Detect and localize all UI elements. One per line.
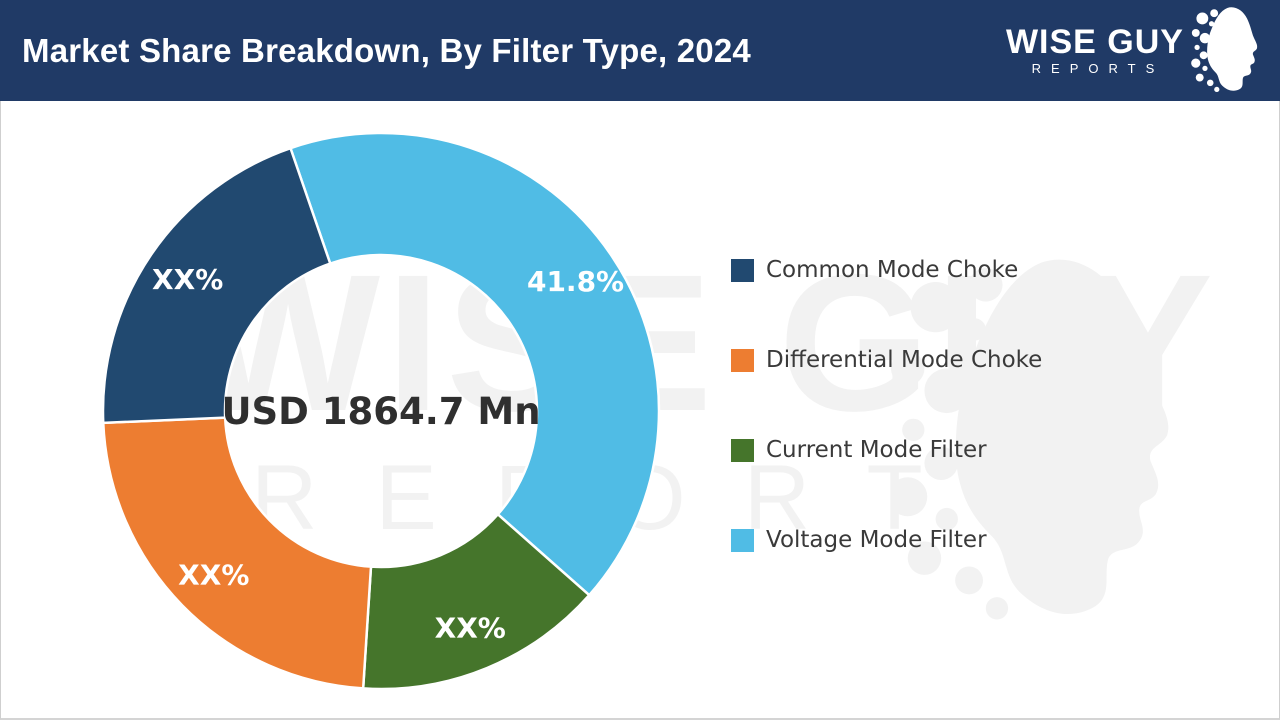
legend-item-common-mode-choke[interactable]: Common Mode Choke [731, 258, 1042, 283]
legend-item-current-mode-filter[interactable]: Current Mode Filter [731, 438, 1042, 463]
segment-value-label: XX% [178, 559, 249, 592]
donut-segment-common-mode-choke[interactable] [101, 146, 332, 425]
legend-swatch-icon [731, 349, 754, 372]
center-value-label: USD 1864.7 Mn [221, 390, 540, 433]
page-title: Market Share Breakdown, By Filter Type, … [22, 31, 751, 69]
header-bar: Market Share Breakdown, By Filter Type, … [0, 0, 1280, 101]
brand-logo: WISE GUY REPORTS [1006, 4, 1266, 96]
brand-name: WISE GUY [1005, 23, 1184, 61]
brand-face-icon [1191, 7, 1258, 93]
legend-item-voltage-mode-filter[interactable]: Voltage Mode Filter [731, 528, 1042, 553]
legend-swatch-icon [731, 439, 754, 462]
legend-label: Differential Mode Choke [766, 347, 1043, 373]
legend-label: Common Mode Choke [766, 257, 1019, 283]
donut-segment-differential-mode-choke[interactable] [102, 416, 373, 690]
donut-segment-current-mode-filter[interactable] [361, 513, 591, 691]
legend-label: Voltage Mode Filter [766, 527, 987, 553]
segment-value-label: XX% [152, 263, 223, 296]
legend-swatch-icon [731, 529, 754, 552]
donut-chart: USD 1864.7 Mn 41.8% XX% XX% XX% [101, 131, 661, 691]
legend: Common Mode Choke Differential Mode Chok… [731, 258, 1042, 618]
donut-segment-voltage-mode-filter[interactable] [289, 131, 661, 597]
legend-swatch-icon [731, 259, 754, 282]
legend-item-differential-mode-choke[interactable]: Differential Mode Choke [731, 348, 1042, 373]
chart-area: WISE GUY REPORTS USD 1864.7 Mn 41.8% XX% X… [0, 101, 1280, 720]
segment-value-label: XX% [435, 611, 506, 644]
legend-label: Current Mode Filter [766, 437, 987, 463]
brand-subtitle: REPORTS [1031, 61, 1165, 76]
segment-value-label: 41.8% [527, 265, 624, 298]
